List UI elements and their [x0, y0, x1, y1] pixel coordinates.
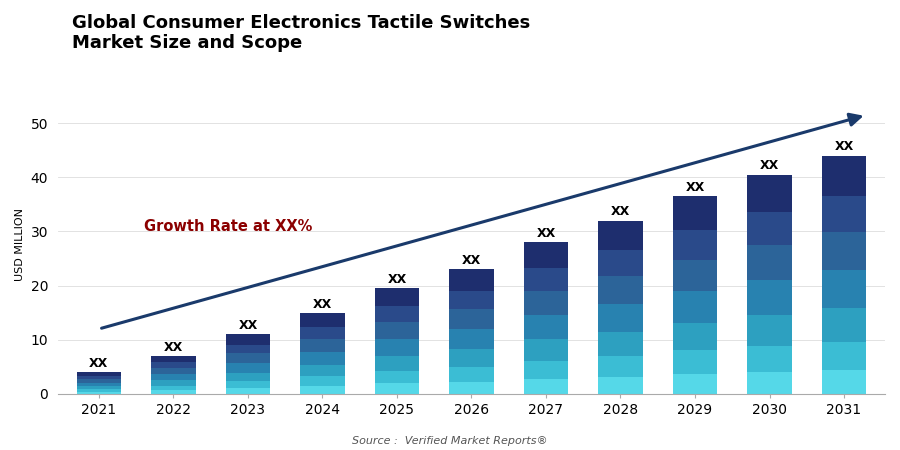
Bar	[747, 175, 792, 212]
Text: XX: XX	[387, 273, 407, 286]
Y-axis label: USD MILLION: USD MILLION	[15, 208, 25, 282]
Bar	[374, 306, 419, 322]
Bar	[598, 377, 643, 394]
Bar	[449, 382, 494, 394]
Bar	[151, 374, 196, 380]
Bar	[449, 329, 494, 349]
Bar	[151, 368, 196, 374]
Bar	[524, 315, 568, 339]
Bar	[300, 339, 345, 352]
Text: XX: XX	[686, 181, 705, 194]
Text: Source :  Verified Market Reports®: Source : Verified Market Reports®	[352, 436, 548, 446]
Bar	[226, 381, 270, 388]
Bar	[747, 346, 792, 372]
Bar	[374, 371, 419, 383]
Bar	[76, 379, 122, 382]
Bar	[226, 353, 270, 363]
Bar	[374, 356, 419, 371]
Bar	[672, 230, 717, 260]
Bar	[822, 370, 867, 394]
Bar	[300, 352, 345, 365]
Bar	[672, 323, 717, 351]
Bar	[747, 315, 792, 346]
Bar	[598, 276, 643, 304]
Bar	[374, 339, 419, 356]
Text: XX: XX	[760, 159, 779, 172]
Bar	[226, 388, 270, 394]
Bar	[672, 351, 717, 374]
Bar	[300, 386, 345, 394]
Bar	[524, 379, 568, 394]
Bar	[226, 373, 270, 381]
Bar	[151, 386, 196, 390]
Bar	[300, 364, 345, 376]
Bar	[151, 390, 196, 394]
Bar	[524, 242, 568, 268]
Bar	[747, 280, 792, 315]
Bar	[374, 288, 419, 306]
Text: XX: XX	[313, 297, 332, 310]
Text: XX: XX	[164, 341, 183, 354]
Bar	[226, 334, 270, 345]
Bar	[524, 268, 568, 291]
Bar	[76, 392, 122, 394]
Bar	[672, 374, 717, 394]
Bar	[822, 342, 867, 370]
Bar	[822, 156, 867, 196]
Bar	[76, 372, 122, 376]
Bar	[672, 196, 717, 230]
Text: Global Consumer Electronics Tactile Switches
Market Size and Scope: Global Consumer Electronics Tactile Swit…	[72, 14, 530, 52]
Bar	[151, 356, 196, 363]
Bar	[822, 270, 867, 308]
Bar	[374, 383, 419, 394]
Bar	[822, 232, 867, 270]
Bar	[76, 389, 122, 392]
Bar	[76, 382, 122, 386]
Bar	[226, 363, 270, 373]
Bar	[598, 304, 643, 332]
Bar	[822, 196, 867, 232]
Text: XX: XX	[89, 357, 109, 370]
Bar	[449, 270, 494, 291]
Bar	[822, 308, 867, 342]
Bar	[76, 376, 122, 379]
Text: XX: XX	[834, 140, 853, 153]
Bar	[449, 309, 494, 329]
Bar	[598, 220, 643, 250]
Text: Growth Rate at XX%: Growth Rate at XX%	[144, 220, 312, 234]
Text: XX: XX	[462, 254, 482, 267]
Bar	[598, 250, 643, 276]
Bar	[524, 291, 568, 315]
Bar	[524, 360, 568, 379]
Bar	[300, 327, 345, 339]
Bar	[672, 291, 717, 323]
Bar	[151, 380, 196, 386]
Bar	[672, 260, 717, 291]
Text: XX: XX	[611, 206, 630, 218]
Bar	[449, 367, 494, 382]
Bar	[747, 212, 792, 245]
Bar	[598, 356, 643, 377]
Bar	[747, 245, 792, 280]
Bar	[449, 349, 494, 367]
Bar	[374, 322, 419, 339]
Text: XX: XX	[238, 319, 257, 332]
Bar	[449, 291, 494, 309]
Bar	[76, 386, 122, 389]
Bar	[300, 313, 345, 327]
Text: XX: XX	[536, 227, 555, 240]
Bar	[747, 372, 792, 394]
Bar	[524, 339, 568, 360]
Bar	[300, 376, 345, 386]
Bar	[151, 363, 196, 368]
Bar	[598, 332, 643, 356]
Bar	[226, 345, 270, 353]
